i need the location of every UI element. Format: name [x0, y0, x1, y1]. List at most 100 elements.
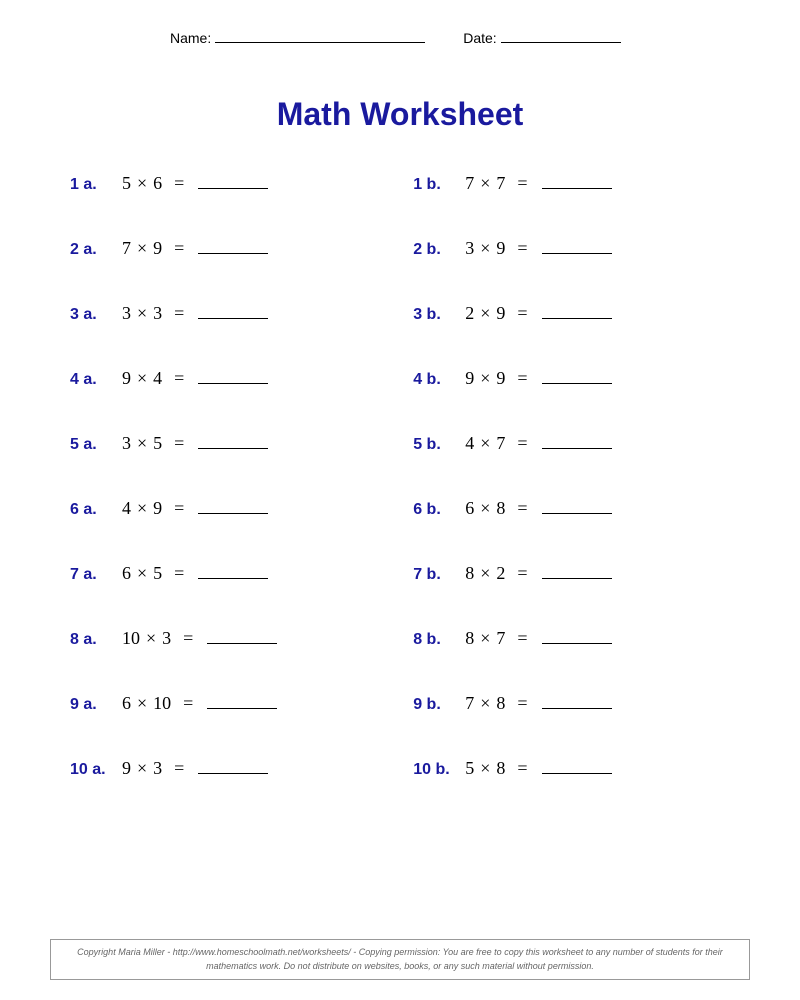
operand-a: 10	[122, 628, 140, 649]
answer-blank[interactable]	[207, 708, 277, 709]
operand-b: 8	[496, 693, 505, 714]
problem-expression: 5×6=	[122, 173, 268, 194]
problem-item: 4 b.9×9=	[413, 368, 730, 389]
problem-label: 8 b.	[413, 631, 465, 649]
problem-label: 1 b.	[413, 176, 465, 194]
operator: ×	[480, 303, 490, 324]
operator: ×	[480, 758, 490, 779]
problem-label: 3 b.	[413, 306, 465, 324]
answer-blank[interactable]	[198, 253, 268, 254]
answer-blank[interactable]	[542, 708, 612, 709]
problem-row: 4 a.9×4=4 b.9×9=	[70, 368, 730, 389]
problem-label: 4 a.	[70, 371, 122, 389]
operand-b: 7	[496, 173, 505, 194]
name-field: Name:	[170, 30, 425, 46]
operand-b: 8	[496, 758, 505, 779]
equals-sign: =	[174, 303, 184, 324]
equals-sign: =	[517, 693, 527, 714]
problem-expression: 2 × 9 =	[465, 303, 611, 324]
answer-blank[interactable]	[542, 318, 612, 319]
problem-expression: 3×9=	[465, 238, 611, 259]
problem-expression: 5×8=	[465, 758, 611, 779]
problem-label: 9 b.	[413, 696, 465, 714]
problems-grid: 1 a.5×6=1 b.7×7=2 a.7×9=2 b.3×9=3 a.3×3=…	[50, 173, 750, 779]
operand-a: 6	[122, 563, 131, 584]
problem-item: 5 a.3×5=	[70, 433, 387, 454]
equals-sign: =	[517, 303, 527, 324]
equals-sign: =	[174, 368, 184, 389]
operator: ×	[137, 238, 147, 259]
operand-a: 4	[465, 433, 474, 454]
operator: ×	[137, 758, 147, 779]
operator: ×	[137, 563, 147, 584]
operand-a: 3	[465, 238, 474, 259]
operand-a: 7	[465, 173, 474, 194]
problem-label: 8 a.	[70, 631, 122, 649]
problem-row: 5 a.3×5=5 b.4×7=	[70, 433, 730, 454]
operand-b: 4	[153, 368, 162, 389]
problem-row: 10 a.9×3=10 b.5×8=	[70, 758, 730, 779]
answer-blank[interactable]	[542, 383, 612, 384]
problem-label: 10 a.	[70, 761, 122, 779]
operand-a: 2	[465, 303, 474, 324]
operand-b: 9	[496, 368, 505, 389]
answer-blank[interactable]	[542, 643, 612, 644]
problem-item: 9 b.7×8=	[413, 693, 730, 714]
name-blank[interactable]	[215, 42, 425, 43]
operand-b: 5	[153, 433, 162, 454]
problem-item: 2 b.3×9=	[413, 238, 730, 259]
problem-label: 4 b.	[413, 371, 465, 389]
operand-a: 8	[465, 628, 474, 649]
answer-blank[interactable]	[207, 643, 277, 644]
operator: ×	[137, 433, 147, 454]
equals-sign: =	[517, 563, 527, 584]
equals-sign: =	[183, 628, 193, 649]
answer-blank[interactable]	[198, 383, 268, 384]
problem-label: 5 a.	[70, 436, 122, 454]
answer-blank[interactable]	[198, 513, 268, 514]
answer-blank[interactable]	[542, 188, 612, 189]
problem-item: 3 a.3×3=	[70, 303, 387, 324]
copyright-footer: Copyright Maria Miller - http://www.home…	[50, 939, 750, 980]
problem-expression: 9×4=	[122, 368, 268, 389]
problem-item: 5 b.4×7=	[413, 433, 730, 454]
answer-blank[interactable]	[198, 188, 268, 189]
operand-b: 7	[496, 433, 505, 454]
equals-sign: =	[517, 238, 527, 259]
problem-item: 7 a.6×5=	[70, 563, 387, 584]
equals-sign: =	[517, 368, 527, 389]
operand-a: 4	[122, 498, 131, 519]
answer-blank[interactable]	[198, 318, 268, 319]
problem-row: 2 a.7×9=2 b.3×9=	[70, 238, 730, 259]
operator: ×	[480, 628, 490, 649]
problem-item: 8 a.10 × 3 =	[70, 628, 387, 649]
answer-blank[interactable]	[198, 773, 268, 774]
answer-blank[interactable]	[542, 253, 612, 254]
date-blank[interactable]	[501, 42, 621, 43]
answer-blank[interactable]	[198, 578, 268, 579]
operand-a: 9	[122, 368, 131, 389]
equals-sign: =	[174, 498, 184, 519]
operand-b: 5	[153, 563, 162, 584]
problem-expression: 6×5=	[122, 563, 268, 584]
problem-item: 9 a.6×10=	[70, 693, 387, 714]
operand-b: 9	[153, 498, 162, 519]
answer-blank[interactable]	[542, 578, 612, 579]
answer-blank[interactable]	[542, 513, 612, 514]
equals-sign: =	[517, 628, 527, 649]
problem-expression: 9×9=	[465, 368, 611, 389]
answer-blank[interactable]	[542, 448, 612, 449]
operand-b: 9	[496, 303, 505, 324]
operand-b: 3	[162, 628, 171, 649]
operator: ×	[137, 693, 147, 714]
problem-expression: 7×8=	[465, 693, 611, 714]
problem-expression: 8 × 7 =	[465, 628, 611, 649]
operand-b: 7	[496, 628, 505, 649]
operand-b: 3	[153, 303, 162, 324]
equals-sign: =	[174, 238, 184, 259]
operand-a: 7	[122, 238, 131, 259]
equals-sign: =	[174, 758, 184, 779]
answer-blank[interactable]	[542, 773, 612, 774]
answer-blank[interactable]	[198, 448, 268, 449]
operator: ×	[146, 628, 156, 649]
